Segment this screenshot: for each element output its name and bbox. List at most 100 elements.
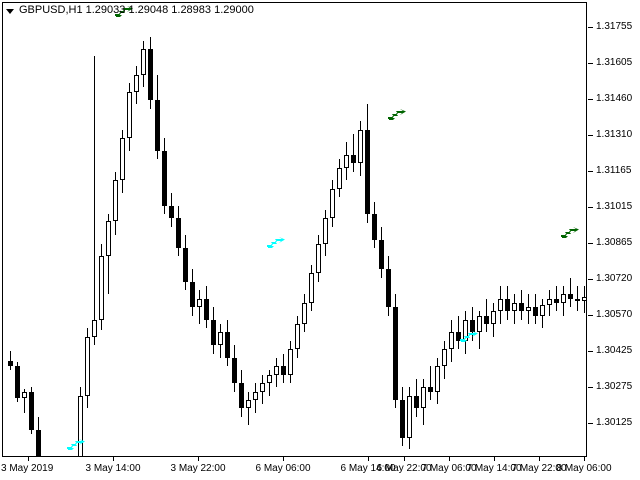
candle-body (246, 400, 251, 409)
price-tick-label: 1.31165 (596, 165, 632, 176)
candle-body (358, 129, 363, 164)
price-tick-label: 1.31460 (596, 93, 633, 104)
time-tick-label: 7 May 14:00 (466, 463, 522, 474)
candle-body (85, 336, 90, 396)
candle-body (225, 332, 230, 358)
price-tick-label: 1.30865 (596, 237, 633, 248)
time-axis[interactable]: 3 May 2019 3 May 14:00 3 May 22:00 6 May 06… (0, 457, 640, 480)
price-tick (588, 135, 593, 136)
candle-body (582, 296, 586, 301)
time-tick (198, 457, 199, 461)
time-tick (113, 457, 114, 461)
candle-body (491, 311, 496, 324)
candle-body (141, 49, 146, 75)
candle-body (400, 400, 405, 439)
candle-body (421, 387, 426, 409)
price-tick (588, 315, 593, 316)
price-tick (588, 99, 593, 100)
candle-wick (556, 285, 557, 312)
arrow-up-right-icon (267, 237, 285, 248)
candle-body (442, 349, 447, 367)
candle-body (29, 391, 34, 430)
time-tick (28, 457, 29, 461)
candle-body (274, 366, 279, 375)
candle-body (78, 395, 83, 456)
candle-body (337, 167, 342, 189)
candle-body (505, 298, 510, 312)
chart-plot-area[interactable] (2, 2, 587, 457)
time-tick-label: 6 May 22:00 (376, 463, 432, 474)
candle-body (253, 391, 258, 401)
candle-body (92, 319, 97, 337)
buy-signal-3 (459, 330, 479, 345)
candle-body (127, 91, 132, 139)
candle-body (568, 294, 573, 299)
price-tick-label: 1.31015 (596, 201, 633, 212)
price-tick-label: 1.30275 (596, 381, 633, 392)
candle-body (372, 214, 377, 240)
candle-body (99, 256, 104, 320)
candle-body (204, 298, 209, 320)
price-tick-label: 1.30425 (596, 345, 633, 356)
time-tick (283, 457, 284, 461)
candle-body (386, 269, 391, 308)
symbol-header: GBPUSD,H1 1.29033 1.29048 1.28983 1.2900… (6, 3, 254, 17)
price-tick (588, 387, 593, 388)
candle-body (414, 395, 419, 409)
triangle-down-icon[interactable] (6, 8, 14, 14)
candle-body (8, 360, 13, 367)
price-tick-label: 1.31755 (596, 21, 633, 32)
buy-signal-1 (66, 438, 86, 453)
price-tick-label: 1.30720 (596, 273, 633, 284)
candle-body (267, 374, 272, 384)
candle-wick (458, 315, 459, 350)
price-axis[interactable]: 1.31755 1.31605 1.31460 1.31310 1.31165 1.310… (588, 2, 640, 457)
candle-wick (199, 290, 200, 324)
arrow-up-right-icon (388, 109, 406, 120)
candle-body (197, 298, 202, 308)
candle-body (211, 319, 216, 346)
arrow-up-right-icon (460, 331, 478, 342)
candle-body (561, 294, 566, 303)
candle-body (15, 366, 20, 398)
price-tick-label: 1.30570 (596, 309, 633, 320)
price-tick-label: 1.30125 (596, 417, 633, 428)
candle-body (365, 129, 370, 215)
price-tick (588, 27, 593, 28)
candle-body (484, 315, 489, 324)
symbol-ohlc-label: GBPUSD,H1 1.29033 1.29048 1.28983 1.2900… (19, 4, 254, 16)
candle-wick (24, 389, 25, 413)
candle-body (393, 307, 398, 401)
time-tick-label: 3 May 22:00 (170, 463, 226, 474)
candle-body (239, 383, 244, 409)
candle-body (449, 332, 454, 350)
price-tick (588, 207, 593, 208)
candle-wick (570, 277, 571, 308)
candle-body (351, 155, 356, 164)
candle-wick (248, 391, 249, 426)
time-tick (539, 457, 540, 461)
candle-body (435, 366, 440, 392)
candle-body (463, 319, 468, 341)
candle-body (232, 357, 237, 384)
candle-body (344, 155, 349, 168)
candle-body (428, 387, 433, 392)
sell-signal-3 (560, 226, 580, 241)
candle-body (330, 188, 335, 219)
arrow-up-right-icon (561, 227, 579, 238)
candle-body (36, 429, 41, 456)
candle-body (533, 307, 538, 316)
time-tick (584, 457, 585, 461)
candle-body (106, 220, 111, 257)
time-tick-label: 6 May 06:00 (255, 463, 311, 474)
price-tick-label: 1.31310 (596, 129, 633, 140)
candle-body (470, 319, 475, 333)
candle-body (148, 49, 153, 101)
candle-body (379, 239, 384, 270)
candle-body (575, 298, 580, 301)
sell-signal-2 (387, 108, 407, 123)
candle-body (281, 366, 286, 375)
candle-body (190, 281, 195, 308)
arrow-up-right-icon (67, 439, 85, 450)
